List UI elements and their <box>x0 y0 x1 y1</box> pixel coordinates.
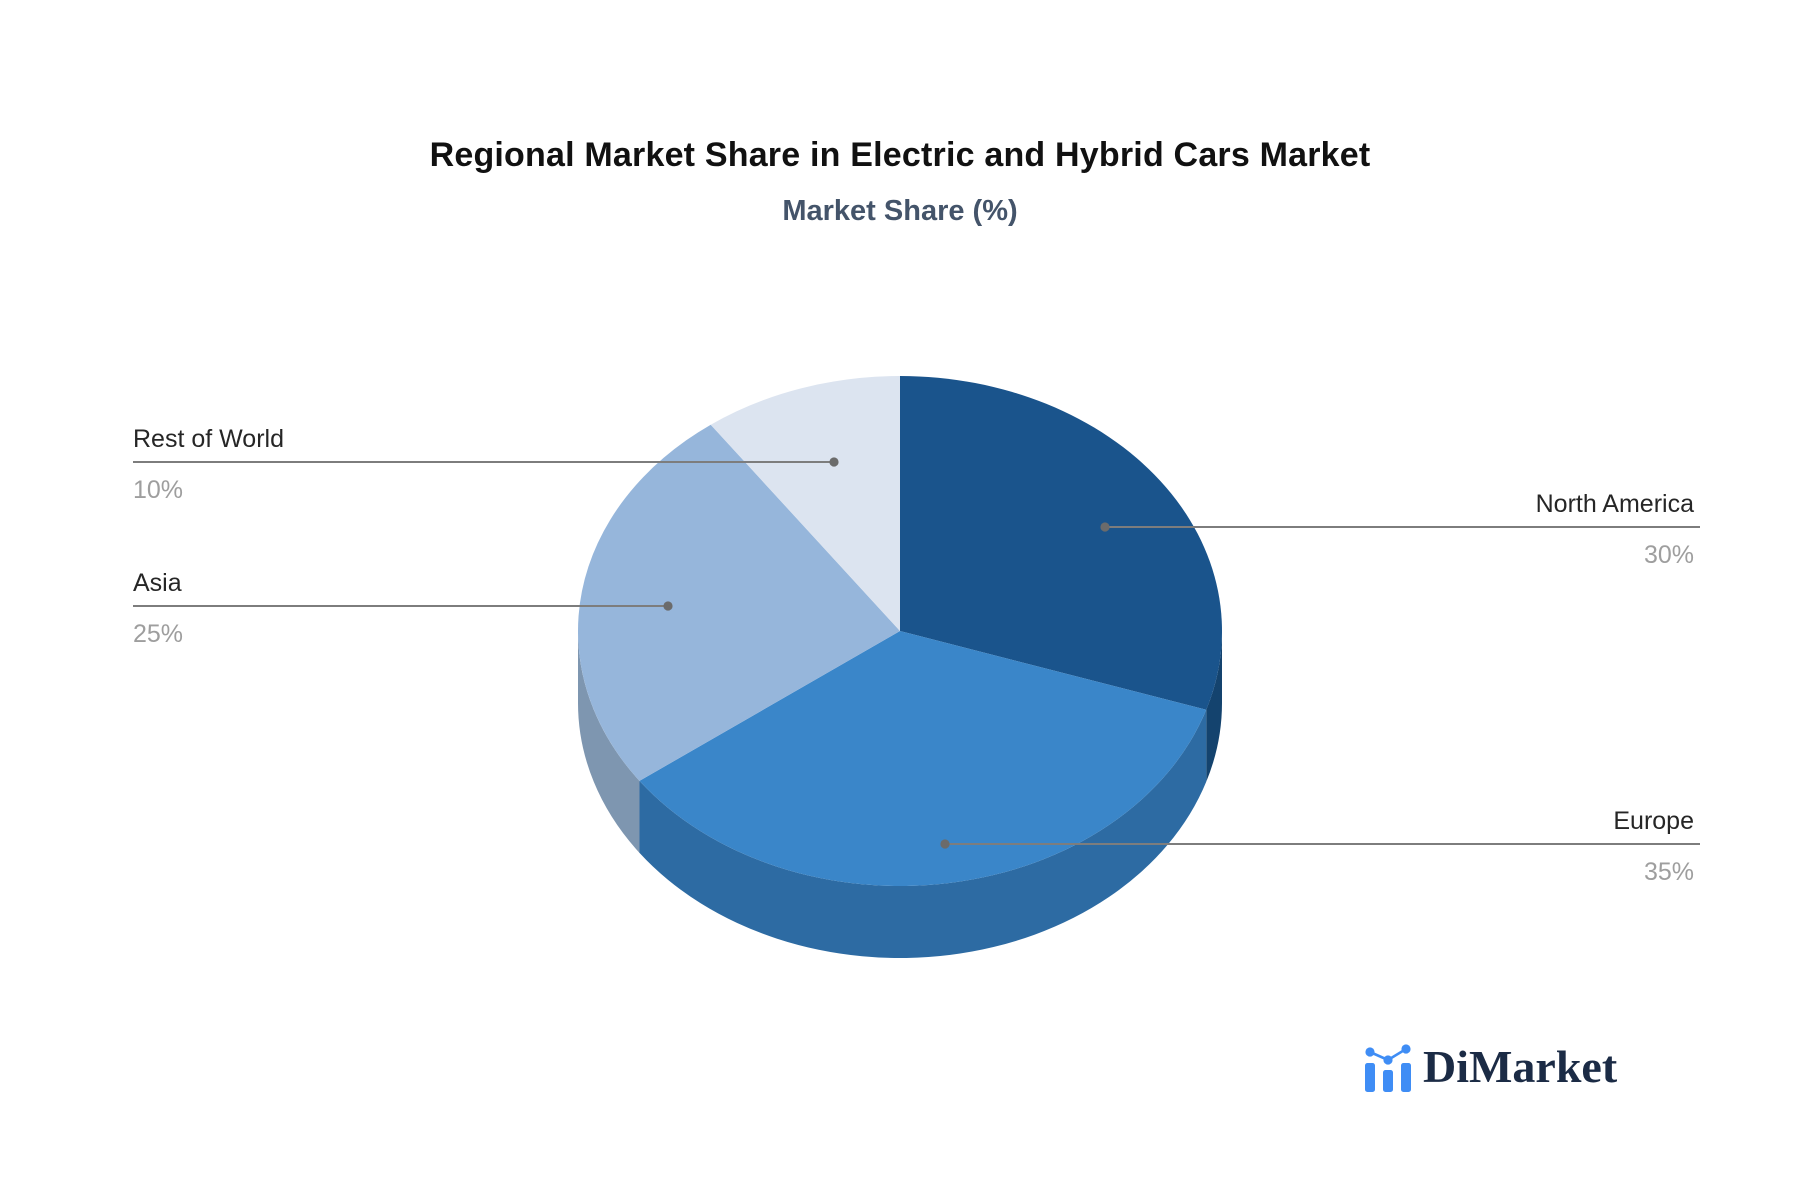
pie-slice-rest-of-world[interactable] <box>710 376 900 631</box>
slice-label: Rest of World <box>133 425 284 453</box>
pie-slice-side <box>639 709 1207 959</box>
slice-label: Asia <box>133 569 182 597</box>
bar-chart-logo-icon <box>1365 1044 1411 1092</box>
slice-label: Europe <box>1613 807 1694 835</box>
brand-logo: DiMarket <box>1364 1042 1617 1092</box>
page-title: Regional Market Share in Electric and Hy… <box>429 136 1371 174</box>
slice-label: North America <box>1535 490 1694 518</box>
pie-slice-europe[interactable] <box>639 631 1207 887</box>
callout-dot <box>829 457 839 467</box>
pie-slice-side <box>578 631 640 853</box>
pie-slice-side <box>1206 631 1222 782</box>
slice-percentage: 35% <box>1643 858 1694 886</box>
slice-percentage: 10% <box>133 476 184 504</box>
callout-dot <box>940 839 950 849</box>
callout-dot <box>1100 522 1110 532</box>
pie-slice-north-america[interactable] <box>900 376 1223 710</box>
pie-slice-asia[interactable] <box>577 424 900 781</box>
slice-percentage: 25% <box>133 620 184 648</box>
brand-logo-text: DiMarket <box>1423 1041 1618 1092</box>
chart-subtitle: Market Share (%) <box>782 195 1018 227</box>
callout-dot <box>663 601 673 611</box>
slice-percentage: 30% <box>1643 541 1694 569</box>
